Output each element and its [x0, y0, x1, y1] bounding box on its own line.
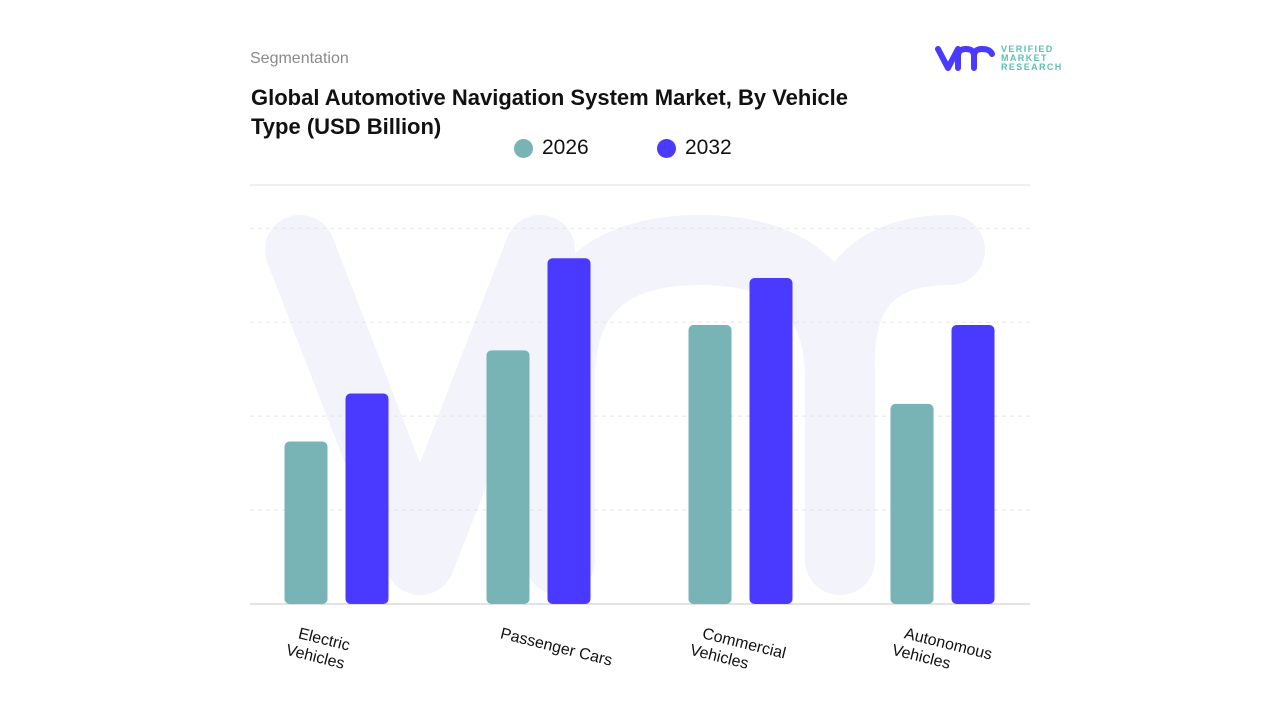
- logo-line1: VERIFIED: [1001, 43, 1054, 54]
- legend-item-2026: 2026: [514, 136, 657, 160]
- legend: 2026 2032: [514, 136, 800, 160]
- vmr-logo: VERIFIED MARKET RESEARCH: [935, 44, 1063, 72]
- bar-2026-commercial-vehicles: [688, 324, 732, 604]
- bar-2026-autonomous-vehicles: [890, 403, 934, 604]
- segmentation-label: Segmentation: [250, 50, 349, 67]
- x-tick-label: Passenger Cars: [499, 625, 614, 669]
- legend-item-2032: 2032: [657, 136, 800, 160]
- x-tick-label: ElectricVehicles: [284, 623, 351, 673]
- legend-label-2026: 2026: [542, 136, 589, 159]
- bar-2032-electric-vehicles: [345, 393, 389, 604]
- legend-swatch-2026: [514, 138, 533, 158]
- legend-swatch-2032: [657, 138, 676, 158]
- bar-2032-autonomous-vehicles: [951, 324, 995, 604]
- chart-title: Global Automotive Navigation System Mark…: [251, 85, 849, 139]
- legend-label-2032: 2032: [685, 136, 732, 159]
- vmr-logo-icon: [935, 46, 995, 71]
- logo-line3: RESEARCH: [1001, 61, 1063, 72]
- bar-2032-commercial-vehicles: [749, 278, 793, 604]
- watermark-logo: [265, 215, 985, 595]
- x-tick-label-line: Passenger Cars: [499, 625, 614, 669]
- bar-2026-passenger-cars: [486, 350, 530, 604]
- bar-2032-passenger-cars: [547, 258, 591, 604]
- bar-2026-electric-vehicles: [284, 441, 328, 604]
- x-tick-label: AutonomousVehicles: [890, 623, 994, 682]
- logo-line2: MARKET: [1001, 52, 1048, 63]
- x-tick-label: CommercialVehicles: [688, 623, 787, 681]
